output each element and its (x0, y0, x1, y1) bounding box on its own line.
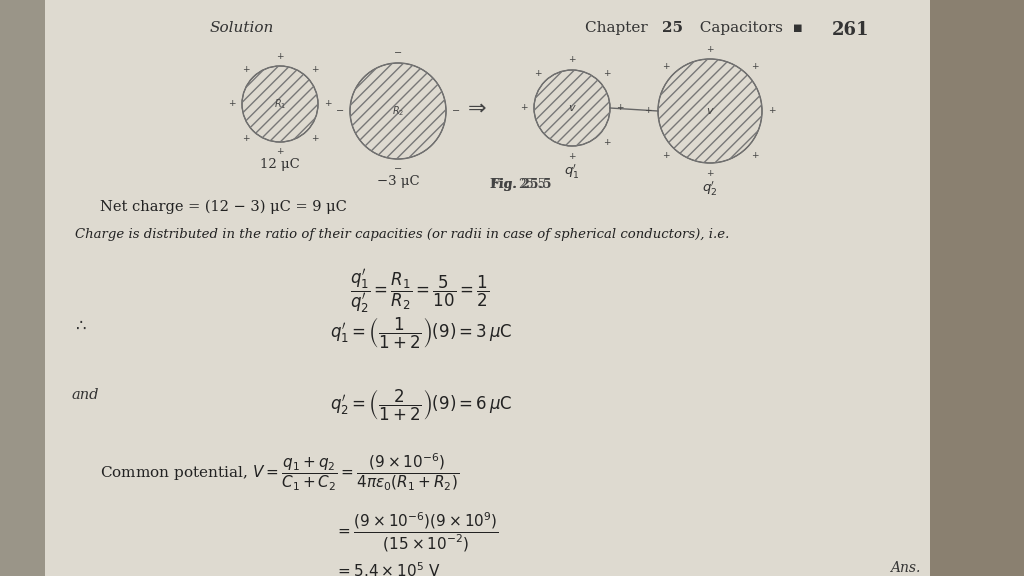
Text: +: + (276, 147, 284, 157)
Text: $= \dfrac{(9 \times 10^{-6})(9 \times 10^9)}{(15 \times 10^{-2})}$: $= \dfrac{(9 \times 10^{-6})(9 \times 10… (335, 511, 499, 554)
Text: −3 μC: −3 μC (377, 175, 419, 188)
Text: +: + (707, 169, 714, 177)
Text: +: + (602, 138, 610, 147)
Text: +: + (228, 100, 236, 108)
Text: Common potential, $V = \dfrac{q_1 + q_2}{C_1 + C_2} = \dfrac{(9 \times 10^{-6})}: Common potential, $V = \dfrac{q_1 + q_2}… (100, 451, 459, 492)
Text: +: + (310, 134, 318, 143)
Text: 12 μC: 12 μC (260, 158, 300, 171)
Text: +: + (662, 62, 670, 71)
Text: +: + (751, 151, 758, 160)
Text: $q_2'$: $q_2'$ (702, 179, 718, 197)
Text: +: + (568, 151, 575, 161)
Text: +: + (707, 44, 714, 54)
Text: +: + (568, 55, 575, 65)
Text: Charge is distributed in the ratio of their capacities (or radii in case of sphe: Charge is distributed in the ratio of th… (75, 228, 729, 241)
Text: −: − (394, 164, 402, 174)
Text: +: + (534, 69, 542, 78)
Circle shape (350, 63, 446, 159)
Text: 25: 25 (662, 21, 683, 35)
Text: $\Rightarrow$: $\Rightarrow$ (463, 98, 487, 118)
Text: −: − (394, 48, 402, 58)
Text: +: + (310, 65, 318, 74)
Text: 25.5: 25.5 (518, 178, 546, 191)
Text: Fig. 25.5: Fig. 25.5 (490, 178, 552, 191)
Text: +: + (751, 62, 758, 71)
Text: Solution: Solution (210, 21, 274, 35)
Text: $R_1$: $R_1$ (273, 97, 286, 111)
Circle shape (658, 59, 762, 163)
Bar (45, 0, 930, 576)
Text: $R_2$: $R_2$ (392, 104, 404, 118)
Text: Ans.: Ans. (890, 561, 920, 575)
Text: and: and (72, 388, 99, 402)
Text: $v$: $v$ (567, 103, 577, 113)
Text: Capacitors  ▪: Capacitors ▪ (690, 21, 813, 35)
Text: +: + (662, 151, 670, 160)
Bar (930, 0, 1024, 576)
Text: $= 5.4 \times 10^5$ V: $= 5.4 \times 10^5$ V (335, 561, 440, 576)
Text: +: + (768, 107, 776, 116)
Circle shape (534, 70, 610, 146)
Text: −: − (336, 106, 344, 116)
Text: Chapter: Chapter (585, 21, 652, 35)
Text: +: + (616, 104, 624, 112)
Text: +: + (242, 134, 250, 143)
Text: $q_1'$: $q_1'$ (564, 162, 580, 180)
Text: +: + (242, 65, 250, 74)
Bar (0, 0, 55, 576)
Text: $v$: $v$ (706, 106, 715, 116)
Text: Net charge = (12 − 3) μC = 9 μC: Net charge = (12 − 3) μC = 9 μC (100, 200, 347, 214)
Text: $\dfrac{q_1'}{q_2'} = \dfrac{R_1}{R_2} = \dfrac{5}{10} = \dfrac{1}{2}$: $\dfrac{q_1'}{q_2'} = \dfrac{R_1}{R_2} =… (350, 268, 489, 316)
Text: +: + (602, 69, 610, 78)
Text: −: − (452, 106, 460, 116)
Circle shape (242, 66, 318, 142)
Text: Fig.: Fig. (490, 178, 521, 191)
Text: +: + (276, 51, 284, 60)
Text: 261: 261 (831, 21, 869, 39)
Text: $\therefore$: $\therefore$ (72, 316, 87, 334)
Text: +: + (520, 104, 527, 112)
Text: +: + (325, 100, 332, 108)
Text: $q_2' = \left(\dfrac{2}{1+2}\right)(9) = 6\,\mu\mathrm{C}$: $q_2' = \left(\dfrac{2}{1+2}\right)(9) =… (330, 388, 512, 423)
Text: $q_1' = \left(\dfrac{1}{1+2}\right)(9) = 3\,\mu\mathrm{C}$: $q_1' = \left(\dfrac{1}{1+2}\right)(9) =… (330, 316, 512, 351)
Text: +: + (644, 107, 651, 116)
